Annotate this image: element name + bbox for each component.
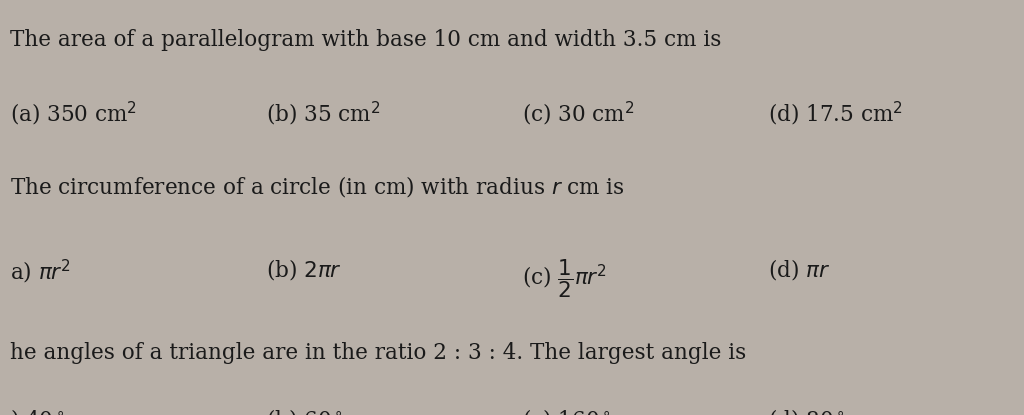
Text: a) $\pi r^2$: a) $\pi r^2$: [10, 257, 72, 286]
Text: (c) 30 cm$^2$: (c) 30 cm$^2$: [522, 100, 635, 128]
Text: The circumference of a circle (in cm) with radius $r$ cm is: The circumference of a circle (in cm) wi…: [10, 174, 625, 199]
Text: he angles of a triangle are in the ratio 2 : 3 : 4. The largest angle is: he angles of a triangle are in the ratio…: [10, 342, 746, 364]
Text: (c) $\dfrac{1}{2}\pi r^2$: (c) $\dfrac{1}{2}\pi r^2$: [522, 257, 607, 300]
Text: (a) 350 cm$^2$: (a) 350 cm$^2$: [10, 100, 137, 128]
Text: (b) 35 cm$^2$: (b) 35 cm$^2$: [266, 100, 381, 128]
Text: (b) $2\pi r$: (b) $2\pi r$: [266, 257, 342, 282]
Text: ) 40$^\circ$: ) 40$^\circ$: [10, 407, 65, 415]
Text: (d) $\pi r$: (d) $\pi r$: [768, 257, 830, 282]
Text: (b) 60$^\circ$: (b) 60$^\circ$: [266, 407, 343, 415]
Text: The area of a parallelogram with base 10 cm and width 3.5 cm is: The area of a parallelogram with base 10…: [10, 29, 722, 51]
Text: (d) 17.5 cm$^2$: (d) 17.5 cm$^2$: [768, 100, 903, 128]
Text: (c) 160$^\circ$: (c) 160$^\circ$: [522, 407, 611, 415]
Text: (d) 80$^\circ$: (d) 80$^\circ$: [768, 407, 845, 415]
